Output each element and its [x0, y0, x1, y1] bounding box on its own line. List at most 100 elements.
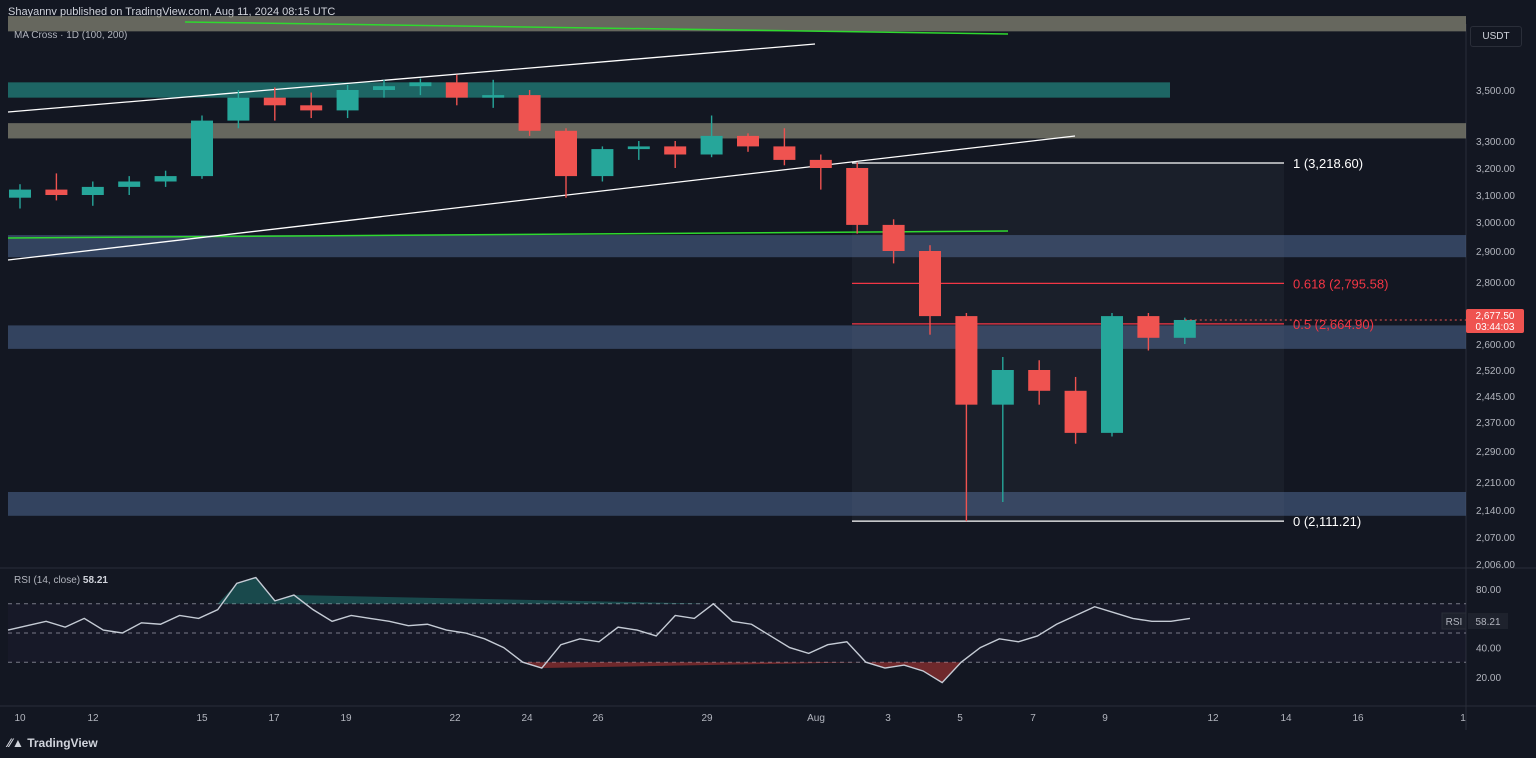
price-axis-tick: 2,210.00: [1476, 478, 1515, 489]
candle-body: [263, 97, 286, 106]
candle-body: [991, 370, 1014, 405]
ma-100-line-upper: [184, 21, 1009, 35]
time-axis-tick: 16: [1352, 713, 1364, 724]
candle-body: [373, 86, 395, 90]
time-axis-tick: 15: [196, 713, 208, 724]
brand-name: TradingView: [27, 736, 98, 750]
last-price-badge: [1466, 308, 1524, 333]
fib-level-label: 0 (2,111.21): [1293, 514, 1361, 529]
rsi-overbought-fill: [217, 577, 714, 604]
price-axis-tick: 2,290.00: [1476, 447, 1515, 458]
candle-body: [773, 146, 796, 160]
rsi-axis-tick: 40.00: [1476, 644, 1501, 655]
time-axis-tick: 26: [592, 713, 604, 724]
candle-body: [664, 146, 687, 155]
rsi-badge-value: 58.21: [1475, 617, 1500, 628]
price-axis-tick: 2,900.00: [1476, 247, 1515, 258]
candle-body: [1028, 370, 1051, 391]
resistance-grey-zone: [8, 123, 1466, 139]
time-axis-tick: 10: [14, 713, 26, 724]
price-axis-tick: 3,500.00: [1476, 86, 1515, 97]
candle-body: [154, 176, 177, 182]
price-axis-tick: 2,600.00: [1476, 340, 1515, 351]
fib-retracement-area: [852, 162, 1284, 522]
rsi-value-label: 58.21: [82, 575, 108, 586]
candle-body: [700, 135, 723, 155]
time-axis-tick: 29: [701, 713, 713, 724]
candle-body: [445, 82, 468, 98]
price-axis-tick: 2,800.00: [1476, 278, 1515, 289]
candle-body: [227, 97, 250, 121]
time-axis-tick: 1: [1460, 713, 1466, 724]
candle-body: [1064, 390, 1087, 433]
time-axis-tick: 3: [885, 713, 891, 724]
last-price-countdown: 03:44:03: [1476, 322, 1515, 333]
fib-level-label: 0.5 (2,664.90): [1293, 317, 1374, 332]
price-axis-tick: 3,100.00: [1476, 191, 1515, 202]
ma-200-line: [7, 230, 1009, 239]
price-axis-tick: 2,140.00: [1476, 506, 1515, 517]
candle-body: [300, 105, 323, 111]
rsi-badge-name-box: [1441, 612, 1467, 630]
time-axis-tick: 12: [1207, 713, 1219, 724]
price-axis-tick: 2,520.00: [1476, 366, 1515, 377]
candle-body: [882, 224, 905, 251]
candle-body: [846, 168, 869, 225]
blue-zone-2140: [8, 492, 1466, 516]
blue-zone-2900: [8, 235, 1466, 258]
candle-body: [919, 251, 941, 317]
logo-mark-icon: ⁄⁄▲: [8, 736, 28, 750]
time-axis-tick: 14: [1280, 713, 1292, 724]
candle-body: [1101, 316, 1123, 433]
publisher-text: Shayannv published on TradingView.com, A…: [8, 6, 336, 18]
price-chart[interactable]: 1 (3,218.60) 0.618 (2,795.58) 0.5 (2,664.9…: [0, 0, 1536, 730]
time-axis-tick: 24: [521, 713, 533, 724]
rsi-label: RSI (14, close) 58.21: [14, 575, 108, 586]
price-axis-tick: 2,445.00: [1476, 392, 1515, 403]
rsi-axis-tick: 80.00: [1476, 585, 1501, 596]
candle-body: [1173, 319, 1196, 338]
time-axis-tick: Aug: [807, 713, 825, 724]
time-axis-tick: 22: [449, 713, 461, 724]
fib-level-label: 0.618 (2,795.58): [1293, 276, 1388, 291]
rsi-line: [7, 576, 1191, 684]
indicator-label: MA Cross · 1D (100, 200): [14, 30, 128, 41]
channel-lower-line: [7, 135, 1076, 261]
time-axis-tick: 5: [957, 713, 963, 724]
candle-body: [737, 135, 759, 147]
candle-body: [555, 130, 577, 177]
candle-body: [955, 316, 978, 405]
rsi-oversold-fill: [522, 662, 981, 683]
candle-body: [591, 149, 614, 177]
time-axis-tick: 9: [1102, 713, 1108, 724]
supply-teal-zone: [8, 82, 1170, 98]
channel-upper-line: [7, 43, 816, 113]
candle-body: [45, 189, 68, 195]
candle-body: [1137, 316, 1160, 338]
candle-body: [409, 82, 432, 87]
time-axis-tick: 12: [87, 713, 99, 724]
tradingview-logo: ⁄⁄▲ TradingView: [8, 736, 98, 750]
price-axis-tick: 3,300.00: [1476, 137, 1515, 148]
last-price-value: 2,677.50: [1476, 311, 1515, 322]
currency-button[interactable]: USDT: [1470, 26, 1522, 47]
rsi-title: RSI (14, close): [14, 575, 81, 586]
footer-bar: [0, 730, 1536, 758]
price-axis-tick: 3,200.00: [1476, 164, 1515, 175]
upper-grey-zone: [8, 16, 1466, 32]
price-axis-tick: 3,000.00: [1476, 218, 1515, 229]
candle-body: [9, 189, 31, 198]
candle-body: [482, 95, 505, 98]
candle-body: [809, 159, 832, 168]
candle-body: [81, 186, 104, 195]
price-axis-tick: 2,070.00: [1476, 533, 1515, 544]
candle-body: [191, 120, 213, 177]
time-axis-tick: 19: [340, 713, 352, 724]
candle-body: [518, 95, 541, 131]
rsi-badge-value-box: [1468, 613, 1508, 630]
candle-body: [336, 90, 359, 111]
fib-level-label: 1 (3,218.60): [1293, 156, 1363, 171]
rsi-axis-tick: 20.00: [1476, 673, 1501, 684]
time-axis-tick: 17: [268, 713, 280, 724]
candle-body: [627, 146, 650, 150]
